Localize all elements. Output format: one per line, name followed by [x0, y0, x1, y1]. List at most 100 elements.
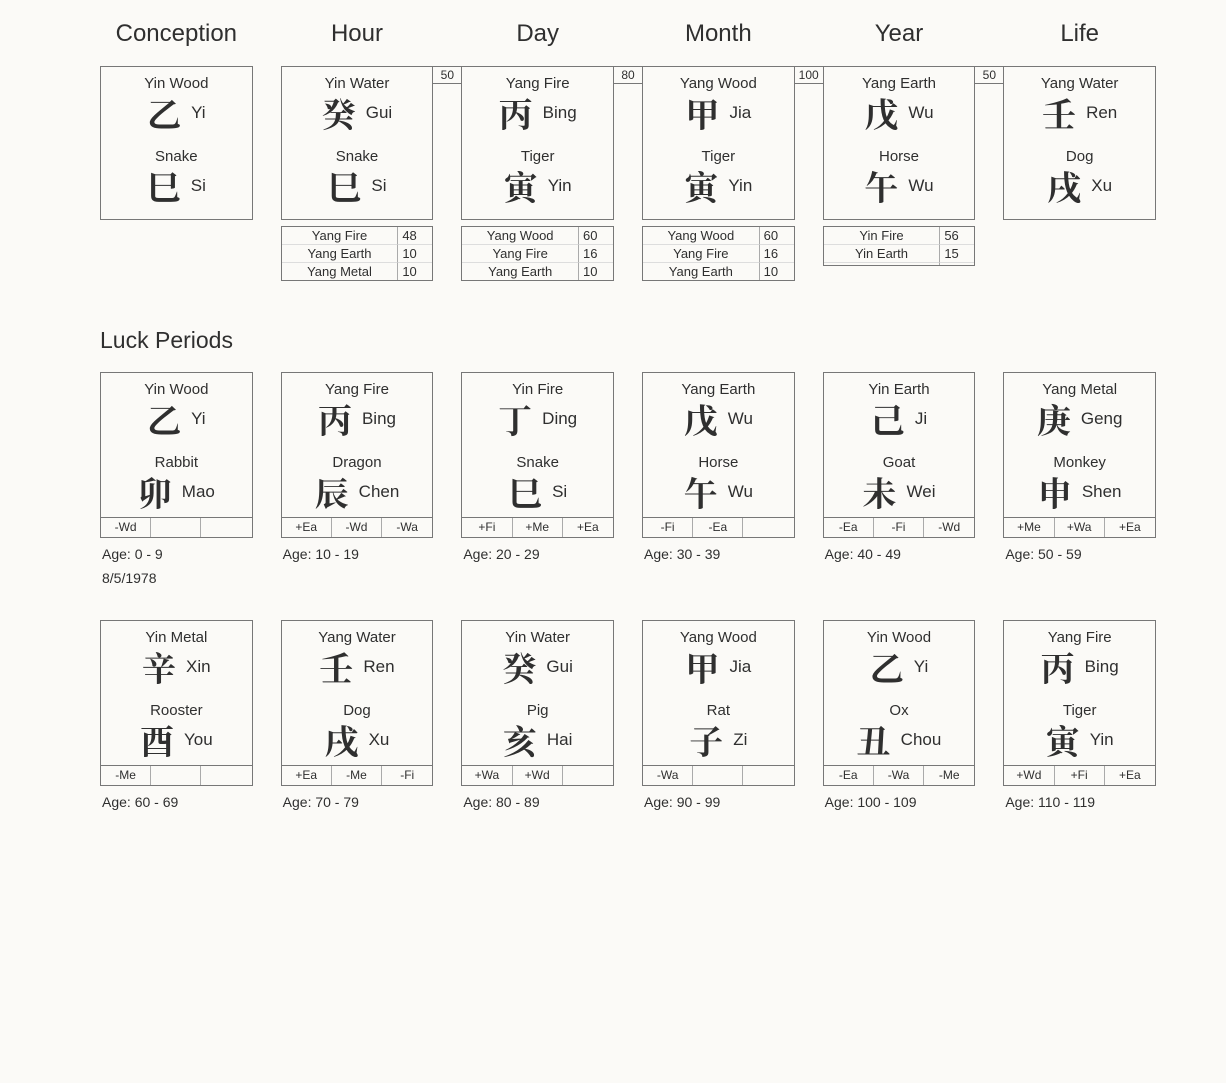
element-tags: -Ea-Fi-Wd — [824, 517, 975, 537]
branch-chinese: 寅 — [684, 169, 718, 203]
luck-period-1: Yang Fire丙BingDragon辰Chen+Ea-Wd-WaAge: 1… — [281, 372, 434, 586]
element-tag: -Wd — [332, 518, 382, 537]
pillar-box: Yin Wood乙YiSnake巳Si — [100, 66, 253, 220]
stem-pinyin: Ren — [1086, 103, 1117, 123]
element-tag: -Fi — [382, 766, 432, 785]
hidden-stem-value: 56 — [940, 227, 974, 244]
hidden-stem-row: Yang Earth10 — [282, 244, 433, 262]
element-tag: +Wd — [1004, 766, 1054, 785]
luck-period-2: Yin Fire丁DingSnake巳Si+Fi+Me+EaAge: 20 - … — [461, 372, 614, 586]
luck-box: Yin Fire丁DingSnake巳Si+Fi+Me+Ea — [461, 372, 614, 538]
start-date: 8/5/1978 — [102, 570, 253, 586]
element-tags: +Me+Wa+Ea — [1004, 517, 1155, 537]
luck-period-8: Yin Water癸GuiPig亥Hai+Wa+WdAge: 80 - 89 — [461, 620, 614, 810]
hidden-stem-name: Yang Metal — [282, 262, 399, 280]
age-range: Age: 60 - 69 — [102, 794, 253, 810]
stem-chinese: 辛 — [142, 650, 176, 684]
stem-chinese: 甲 — [685, 650, 719, 684]
branch-pinyin: Zi — [733, 730, 747, 750]
pillars-row: Yin Wood乙YiSnake巳Si50Yin Water癸GuiSnake巳… — [100, 66, 1156, 281]
element-tag: -Fi — [874, 518, 924, 537]
element-tag: +Ea — [1105, 518, 1155, 537]
branch-chinese: 丑 — [857, 723, 891, 757]
branch-chinese: 寅 — [504, 169, 538, 203]
stem-pinyin: Gui — [546, 657, 572, 677]
element-tag: +Fi — [1055, 766, 1105, 785]
stem-chinese: 壬 — [319, 650, 353, 684]
pillar-box: 80Yang Fire丙BingTiger寅Yin — [461, 66, 614, 220]
hidden-stem-value: 10 — [398, 262, 432, 280]
stem-chinese: 癸 — [322, 96, 356, 130]
hidden-stem-value: 16 — [579, 244, 613, 262]
luck-period-6: Yin Metal辛XinRooster酉You-MeAge: 60 - 69 — [100, 620, 253, 810]
stem-pinyin: Bing — [362, 409, 396, 429]
age-range: Age: 110 - 119 — [1005, 794, 1156, 810]
stem-pinyin: Jia — [729, 657, 751, 677]
branch-chinese: 子 — [689, 723, 723, 757]
stem-element: Yang Water — [290, 629, 425, 646]
branch-chinese: 申 — [1038, 475, 1072, 509]
branch-chinese: 戌 — [1047, 169, 1081, 203]
age-range: Age: 0 - 9 — [102, 546, 253, 562]
pillar-0: Yin Wood乙YiSnake巳Si — [100, 66, 253, 220]
age-range: Age: 50 - 59 — [1005, 546, 1156, 562]
element-tag — [201, 766, 251, 785]
header-hour: Hour — [281, 20, 434, 48]
stem-chinese: 乙 — [147, 402, 181, 436]
element-tag: -Ea — [824, 766, 874, 785]
branch-pinyin: Wu — [908, 176, 933, 196]
pillar-2: 80Yang Fire丙BingTiger寅YinYang Wood60Yang… — [461, 66, 614, 281]
element-tag: +Ea — [563, 518, 613, 537]
branch-pinyin: Wu — [728, 482, 753, 502]
branch-chinese: 巳 — [147, 169, 181, 203]
hidden-stem-value: 60 — [579, 227, 613, 244]
element-tags: +Ea-Wd-Wa — [282, 517, 433, 537]
luck-period-0: Yin Wood乙YiRabbit卯Mao-WdAge: 0 - 98/5/19… — [100, 372, 253, 586]
luck-period-3: Yang Earth戊WuHorse午Wu-Fi-EaAge: 30 - 39 — [642, 372, 795, 586]
branch-chinese: 午 — [864, 169, 898, 203]
age-range: Age: 30 - 39 — [644, 546, 795, 562]
hidden-stem-name: Yin Earth — [824, 244, 941, 262]
branch-chinese: 午 — [684, 475, 718, 509]
hidden-stem-value: 10 — [579, 262, 613, 280]
stem-pinyin: Xin — [186, 657, 211, 677]
stem-element: Yang Water — [1014, 75, 1145, 92]
hidden-stem-name: Yang Fire — [643, 244, 760, 262]
stem-pinyin: Ji — [915, 409, 927, 429]
pillar-4: 50Yang Earth戊WuHorse午WuYin Fire56Yin Ear… — [823, 66, 976, 266]
branch-animal: Horse — [834, 148, 965, 165]
element-tag: -Wa — [643, 766, 693, 785]
luck-period-4: Yin Earth己JiGoat未Wei-Ea-Fi-WdAge: 40 - 4… — [823, 372, 976, 586]
pillar-5: Yang Water壬RenDog戌Xu — [1003, 66, 1156, 220]
branch-pinyin: Mao — [182, 482, 215, 502]
luck-box: Yang Wood甲JiaRat子Zi-Wa — [642, 620, 795, 786]
branch-pinyin: Si — [552, 482, 567, 502]
branch-animal: Goat — [832, 454, 967, 471]
age-range: Age: 40 - 49 — [825, 546, 976, 562]
branch-chinese: 未 — [863, 475, 897, 509]
stem-pinyin: Yi — [914, 657, 929, 677]
stem-chinese: 乙 — [870, 650, 904, 684]
element-tag: -Me — [101, 766, 151, 785]
branch-chinese: 巳 — [327, 169, 361, 203]
element-tag: +Me — [513, 518, 563, 537]
pillar-box: 50Yang Earth戊WuHorse午Wu — [823, 66, 976, 220]
stem-pinyin: Ding — [542, 409, 577, 429]
stem-chinese: 壬 — [1042, 96, 1076, 130]
hidden-stem-value: 15 — [940, 244, 974, 262]
hidden-stem-name: Yang Fire — [462, 244, 579, 262]
element-tag — [151, 766, 201, 785]
branch-animal: Pig — [470, 702, 605, 719]
stem-element: Yang Earth — [834, 75, 965, 92]
pillar-box: Yang Water壬RenDog戌Xu — [1003, 66, 1156, 220]
branch-pinyin: Hai — [547, 730, 573, 750]
stem-chinese: 丙 — [318, 402, 352, 436]
element-tag: -Fi — [643, 518, 693, 537]
element-tags: -Me — [101, 765, 252, 785]
header-conception: Conception — [100, 20, 253, 48]
branch-pinyin: Xu — [1091, 176, 1112, 196]
header-day: Day — [461, 20, 614, 48]
branch-chinese: 戌 — [325, 723, 359, 757]
element-tag: +Ea — [282, 518, 332, 537]
luck-box: Yin Earth己JiGoat未Wei-Ea-Fi-Wd — [823, 372, 976, 538]
